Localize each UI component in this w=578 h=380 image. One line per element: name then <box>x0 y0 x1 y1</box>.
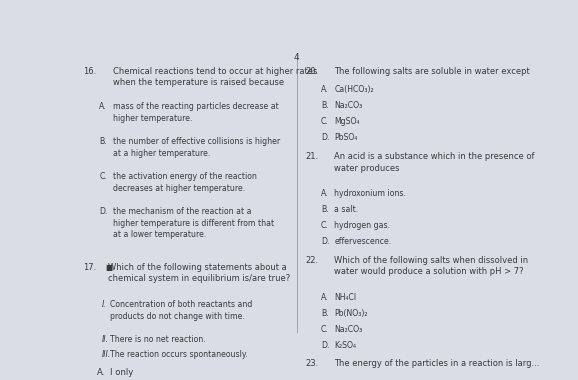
Text: Chemical reactions tend to occur at higher rates: Chemical reactions tend to occur at high… <box>113 66 317 76</box>
Text: 22.: 22. <box>305 256 318 265</box>
Text: hydroxonium ions.: hydroxonium ions. <box>334 189 406 198</box>
Text: I only: I only <box>110 368 134 377</box>
Text: The energy of the particles in a reaction is larg...: The energy of the particles in a reactio… <box>334 359 540 368</box>
Text: C.: C. <box>321 221 329 230</box>
Text: water produces: water produces <box>334 163 400 173</box>
Text: D.: D. <box>99 207 108 216</box>
Text: A.: A. <box>97 368 105 377</box>
Text: products do not change with time.: products do not change with time. <box>110 312 245 321</box>
Text: 17.: 17. <box>83 263 97 272</box>
Text: hydrogen gas.: hydrogen gas. <box>334 221 390 230</box>
Text: A.: A. <box>99 102 107 111</box>
Text: chemical system in equilibrium is/are true?: chemical system in equilibrium is/are tr… <box>108 274 290 283</box>
Text: A.: A. <box>321 85 328 94</box>
Text: higher temperature.: higher temperature. <box>113 114 192 123</box>
Text: higher temperature is different from that: higher temperature is different from tha… <box>113 218 274 228</box>
Text: at a lower temperature.: at a lower temperature. <box>113 230 206 239</box>
Text: The reaction occurs spontaneously.: The reaction occurs spontaneously. <box>110 350 248 359</box>
Text: K₂SO₄: K₂SO₄ <box>334 341 356 350</box>
Text: C.: C. <box>321 325 329 334</box>
Text: B.: B. <box>321 309 329 318</box>
Text: decreases at higher temperature.: decreases at higher temperature. <box>113 184 245 193</box>
Text: at a higher temperature.: at a higher temperature. <box>113 149 210 158</box>
Text: A.: A. <box>321 293 328 302</box>
Text: 4: 4 <box>294 53 299 62</box>
Text: III.: III. <box>101 350 110 359</box>
Text: D.: D. <box>321 341 329 350</box>
Text: Ca(HCO₃)₂: Ca(HCO₃)₂ <box>334 85 374 94</box>
Text: Concentration of both reactants and: Concentration of both reactants and <box>110 300 253 309</box>
Text: B.: B. <box>321 205 329 214</box>
Text: the activation energy of the reaction: the activation energy of the reaction <box>113 172 257 181</box>
Text: MgSO₄: MgSO₄ <box>334 117 360 126</box>
Text: Na₂CO₃: Na₂CO₃ <box>334 325 362 334</box>
Text: a salt.: a salt. <box>334 205 358 214</box>
Text: C.: C. <box>321 117 329 126</box>
Text: the mechanism of the reaction at a: the mechanism of the reaction at a <box>113 207 251 216</box>
Text: water would produce a solution with pH > 7?: water would produce a solution with pH >… <box>334 268 524 276</box>
Text: Which of the following statements about a: Which of the following statements about … <box>108 263 287 272</box>
Text: There is no net reaction.: There is no net reaction. <box>110 335 206 344</box>
Text: Which of the following salts when dissolved in: Which of the following salts when dissol… <box>334 256 528 265</box>
Text: The following salts are soluble in water except: The following salts are soluble in water… <box>334 66 530 76</box>
Text: effervescence.: effervescence. <box>334 237 391 246</box>
Text: D.: D. <box>321 237 329 246</box>
Text: A.: A. <box>321 189 328 198</box>
Text: ■: ■ <box>105 263 112 272</box>
Text: B.: B. <box>99 137 107 146</box>
Text: 23.: 23. <box>305 359 318 368</box>
Text: 21.: 21. <box>305 152 318 161</box>
Text: Pb(NO₃)₂: Pb(NO₃)₂ <box>334 309 368 318</box>
Text: the number of effective collisions is higher: the number of effective collisions is hi… <box>113 137 280 146</box>
Text: D.: D. <box>321 133 329 142</box>
Text: An acid is a substance which in the presence of: An acid is a substance which in the pres… <box>334 152 535 161</box>
Text: 16.: 16. <box>83 66 97 76</box>
Text: 20.: 20. <box>305 66 318 76</box>
Text: C.: C. <box>99 172 107 181</box>
Text: NH₄Cl: NH₄Cl <box>334 293 357 302</box>
Text: I.: I. <box>101 300 106 309</box>
Text: II.: II. <box>101 335 108 344</box>
Text: when the temperature is raised because: when the temperature is raised because <box>113 78 284 87</box>
Text: mass of the reacting particles decrease at: mass of the reacting particles decrease … <box>113 102 279 111</box>
Text: PbSO₄: PbSO₄ <box>334 133 358 142</box>
Text: B.: B. <box>321 101 329 110</box>
Text: Na₂CO₃: Na₂CO₃ <box>334 101 362 110</box>
